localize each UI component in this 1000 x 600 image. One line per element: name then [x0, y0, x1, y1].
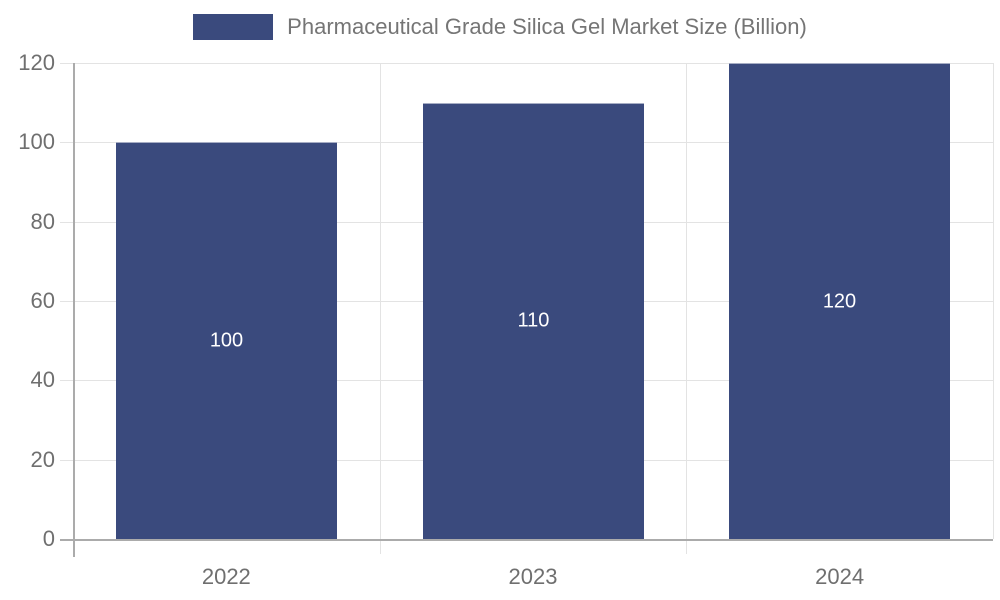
- y-tick-label: 20: [30, 446, 55, 472]
- x-axis-line: [60, 539, 993, 541]
- y-tick-label: 60: [30, 288, 55, 313]
- gridline-horizontal: [73, 63, 993, 64]
- legend-swatch: [193, 14, 274, 40]
- y-tick-mark: [60, 63, 73, 64]
- bar: 110: [423, 102, 644, 539]
- y-tick-label: 80: [30, 208, 55, 234]
- bar-value-label: 100: [209, 329, 244, 352]
- y-tick-mark: [60, 301, 73, 302]
- bar-value-label: 110: [517, 309, 550, 332]
- x-tick-label: 2022: [201, 564, 251, 589]
- y-tick-label: 120: [18, 50, 55, 75]
- bar-value-label: 120: [822, 290, 857, 312]
- legend-label: Pharmaceutical Grade Silica Gel Market S…: [287, 14, 807, 39]
- plot-right-border: [993, 63, 994, 539]
- y-axis-line: [73, 63, 75, 557]
- y-tick-mark: [60, 380, 73, 382]
- y-tick-mark: [60, 142, 73, 144]
- gridline-vertical: [379, 63, 381, 554]
- x-tick-label: 2024: [815, 564, 865, 589]
- x-tick-label: 2023: [508, 564, 558, 589]
- y-tick-label: 0: [42, 526, 55, 551]
- y-tick-mark: [60, 459, 73, 461]
- bar: 100: [116, 142, 337, 539]
- gridline-vertical: [686, 63, 688, 554]
- bar: 120: [729, 63, 950, 539]
- y-tick-label: 40: [30, 367, 55, 393]
- y-tick-label: 100: [18, 129, 55, 155]
- legend: Pharmaceutical Grade Silica Gel Market S…: [0, 14, 1000, 40]
- y-tick-mark: [60, 221, 73, 223]
